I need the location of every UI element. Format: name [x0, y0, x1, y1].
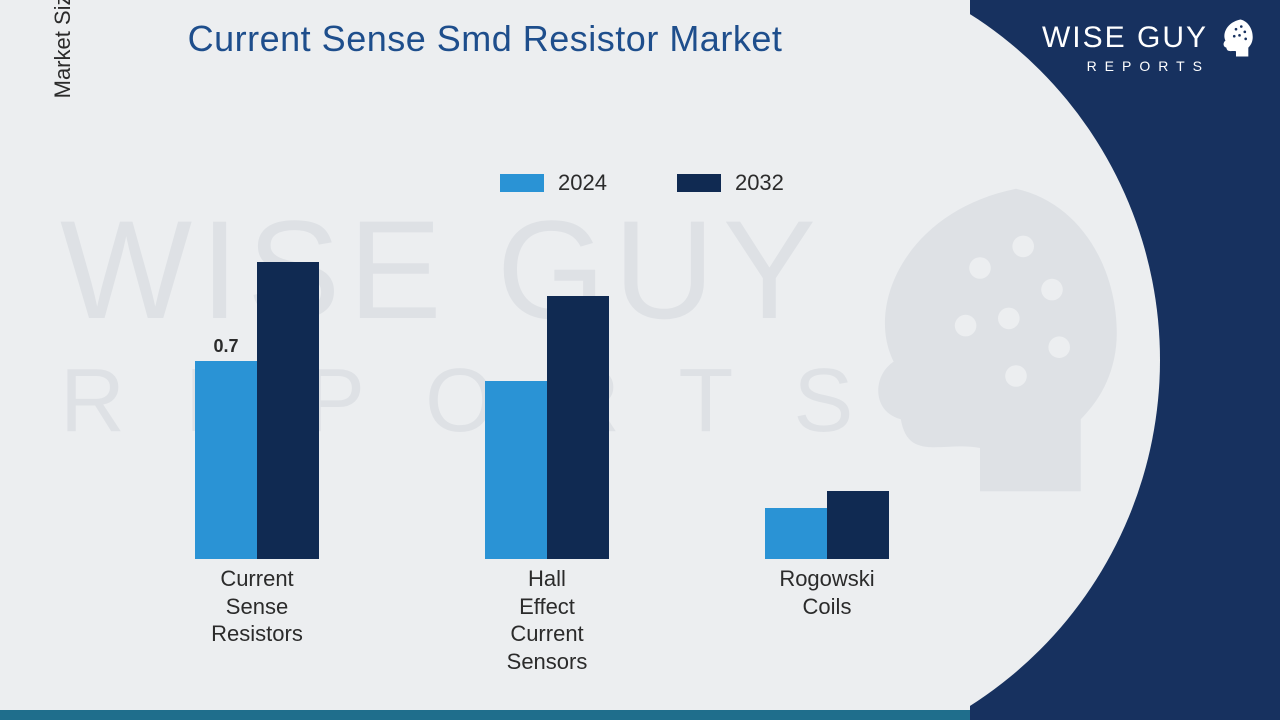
bar	[765, 508, 827, 559]
brand-logo: WISE GUY REPORTS	[998, 16, 1258, 74]
category-label: HallEffectCurrentSensors	[457, 565, 637, 675]
legend-item: 2032	[677, 170, 784, 196]
bar-group	[765, 491, 889, 559]
footer-accent-bar	[0, 710, 970, 720]
bar: 0.7	[195, 361, 257, 559]
head-icon	[1214, 16, 1258, 60]
brand-text-sub: REPORTS	[998, 58, 1258, 74]
bar-group: 0.7	[195, 262, 319, 560]
bar-value-label: 0.7	[195, 336, 257, 361]
bar	[547, 296, 609, 560]
legend-swatch	[500, 174, 544, 192]
legend-item: 2024	[500, 170, 607, 196]
bar-chart: 0.7 CurrentSenseResistorsHallEffectCurre…	[100, 170, 920, 570]
bar	[827, 491, 889, 559]
bar-group	[485, 296, 609, 560]
category-label: CurrentSenseResistors	[167, 565, 347, 648]
bar	[257, 262, 319, 560]
page-root: WISE GUY REPORTS WISE GUY REPORTS Curren…	[0, 0, 1280, 720]
y-axis-label: Market Size in USD Billion	[50, 0, 76, 170]
legend-swatch	[677, 174, 721, 192]
category-label: RogowskiCoils	[737, 565, 917, 620]
legend-label: 2024	[558, 170, 607, 196]
legend: 2024 2032	[500, 170, 784, 196]
legend-label: 2032	[735, 170, 784, 196]
content-area: Current Sense Smd Resistor Market Market…	[0, 0, 970, 720]
bar	[485, 381, 547, 560]
brand-text-main: WISE GUY	[1042, 21, 1208, 55]
chart-title: Current Sense Smd Resistor Market	[0, 18, 970, 60]
plot-area: 0.7	[100, 220, 920, 560]
